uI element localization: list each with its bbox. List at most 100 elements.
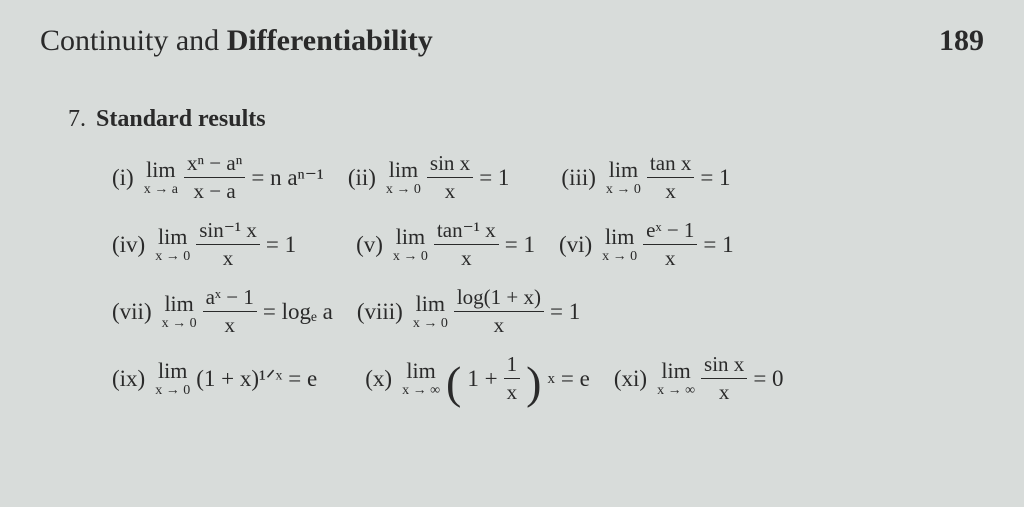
lim-sub: x → 0 [413,317,448,331]
denominator: x [461,245,472,269]
fraction: sin⁻¹ x x [196,220,260,269]
numerator: sin x [701,354,747,379]
numerator: 1 [504,354,521,379]
item-i: (i) lim x → a xⁿ − aⁿ x − a = n aⁿ⁻¹ [112,153,324,202]
lim-symbol: lim x → a [144,159,178,197]
title-joiner: and [168,24,226,57]
lim-sub: x → 0 [606,183,641,197]
rhs: = logₑ a [263,299,333,325]
numerator: sin⁻¹ x [196,220,260,245]
denominator: x [224,312,235,336]
lim-word: lim [146,159,175,181]
fraction: aˣ − 1 x [203,287,257,336]
lim-word: lim [661,360,690,382]
lim-symbol: lim x → 0 [162,293,197,331]
lim-sub: x → 0 [393,250,428,264]
lim-symbol: lim x → 0 [606,159,641,197]
item-label: (ii) [348,165,376,191]
item-label: (i) [112,165,134,191]
item-x: (x) lim x → ∞ ( 1 + 1 x ) x = e [365,354,590,403]
item-vii: (vii) lim x → 0 aˣ − 1 x = logₑ a [112,287,333,336]
title-part2: Differentiability [227,24,433,57]
lim-sub: x → 0 [386,183,421,197]
fraction: xⁿ − aⁿ x − a [184,153,245,202]
lim-sub: x → 0 [155,384,190,398]
lim-sub: x → 0 [155,250,190,264]
lim-sub: x → a [144,183,178,197]
item-iii: (iii) lim x → 0 tan x x = 1 [561,153,730,202]
results-row-2: (iv) lim x → 0 sin⁻¹ x x = 1 (v) lim x →… [112,220,984,269]
rhs: = e [288,366,317,392]
rhs: = 1 [505,232,535,258]
fraction: sin x x [701,354,747,403]
rhs: = 1 [266,232,296,258]
lim-symbol: lim x → 0 [155,226,190,264]
lim-symbol: lim x → 0 [155,360,190,398]
item-iv: (iv) lim x → 0 sin⁻¹ x x = 1 [112,220,296,269]
section-header: 7. Standard results [68,106,984,133]
fraction: eˣ − 1 x [643,220,697,269]
item-label: (x) [365,366,392,392]
numerator: tan⁻¹ x [434,220,499,245]
item-v: (v) lim x → 0 tan⁻¹ x x = 1 [356,220,535,269]
rhs: = n aⁿ⁻¹ [251,165,323,191]
numerator: log(1 + x) [454,287,544,312]
rhs: = 0 [753,366,783,392]
item-viii: (viii) lim x → 0 log(1 + x) x = 1 [357,287,580,336]
rhs: = e [561,366,590,392]
item-ii: (ii) lim x → 0 sin x x = 1 [348,153,510,202]
numerator: tan x [647,153,694,178]
denominator: x [494,312,505,336]
denominator: x [445,178,456,202]
fraction: tan⁻¹ x x [434,220,499,269]
lim-word: lim [158,360,187,382]
section-number: 7. [68,106,86,133]
lim-sub: x → ∞ [657,384,695,398]
results-list: (i) lim x → a xⁿ − aⁿ x − a = n aⁿ⁻¹ (ii… [112,153,984,403]
item-ix: (ix) lim x → 0 (1 + x)¹ᐟˣ = e [112,360,317,398]
fraction: tan x x [647,153,694,202]
denominator: x [719,379,730,403]
lim-word: lim [389,159,418,181]
lim-symbol: lim x → ∞ [657,360,695,398]
item-xi: (xi) lim x → ∞ sin x x = 0 [614,354,784,403]
numerator: sin x [427,153,473,178]
lim-word: lim [396,226,425,248]
rhs: = 1 [700,165,730,191]
numerator: eˣ − 1 [643,220,697,245]
item-vi: (vi) lim x → 0 eˣ − 1 x = 1 [559,220,734,269]
lim-word: lim [406,360,435,382]
item-label: (viii) [357,299,403,325]
lim-symbol: lim x → ∞ [402,360,440,398]
lim-word: lim [158,226,187,248]
fraction: sin x x [427,153,473,202]
lim-symbol: lim x → 0 [602,226,637,264]
results-row-1: (i) lim x → a xⁿ − aⁿ x − a = n aⁿ⁻¹ (ii… [112,153,984,202]
lim-word: lim [605,226,634,248]
lim-symbol: lim x → 0 [386,159,421,197]
lim-word: lim [609,159,638,181]
fraction: log(1 + x) x [454,287,544,336]
denominator: x [507,379,518,403]
one-plus: 1 + [467,366,497,392]
rhs: = 1 [703,232,733,258]
item-label: (vii) [112,299,152,325]
header-row: Continuity and Differentiability 189 [40,24,984,58]
results-row-4: (ix) lim x → 0 (1 + x)¹ᐟˣ = e (x) lim x … [112,354,984,403]
lim-word: lim [416,293,445,315]
lim-sub: x → ∞ [402,384,440,398]
lim-sub: x → 0 [602,250,637,264]
section-title: Standard results [96,106,266,133]
denominator: x − a [194,178,236,202]
fraction: 1 x [504,354,521,403]
item-label: (xi) [614,366,647,392]
results-row-3: (vii) lim x → 0 aˣ − 1 x = logₑ a (viii)… [112,287,984,336]
denominator: x [223,245,234,269]
lim-word: lim [164,293,193,315]
rhs: = 1 [479,165,509,191]
item-label: (iii) [561,165,596,191]
denominator: x [665,178,676,202]
title-part1: Continuity [40,24,168,57]
item-label: (ix) [112,366,145,392]
page-number: 189 [939,24,984,58]
